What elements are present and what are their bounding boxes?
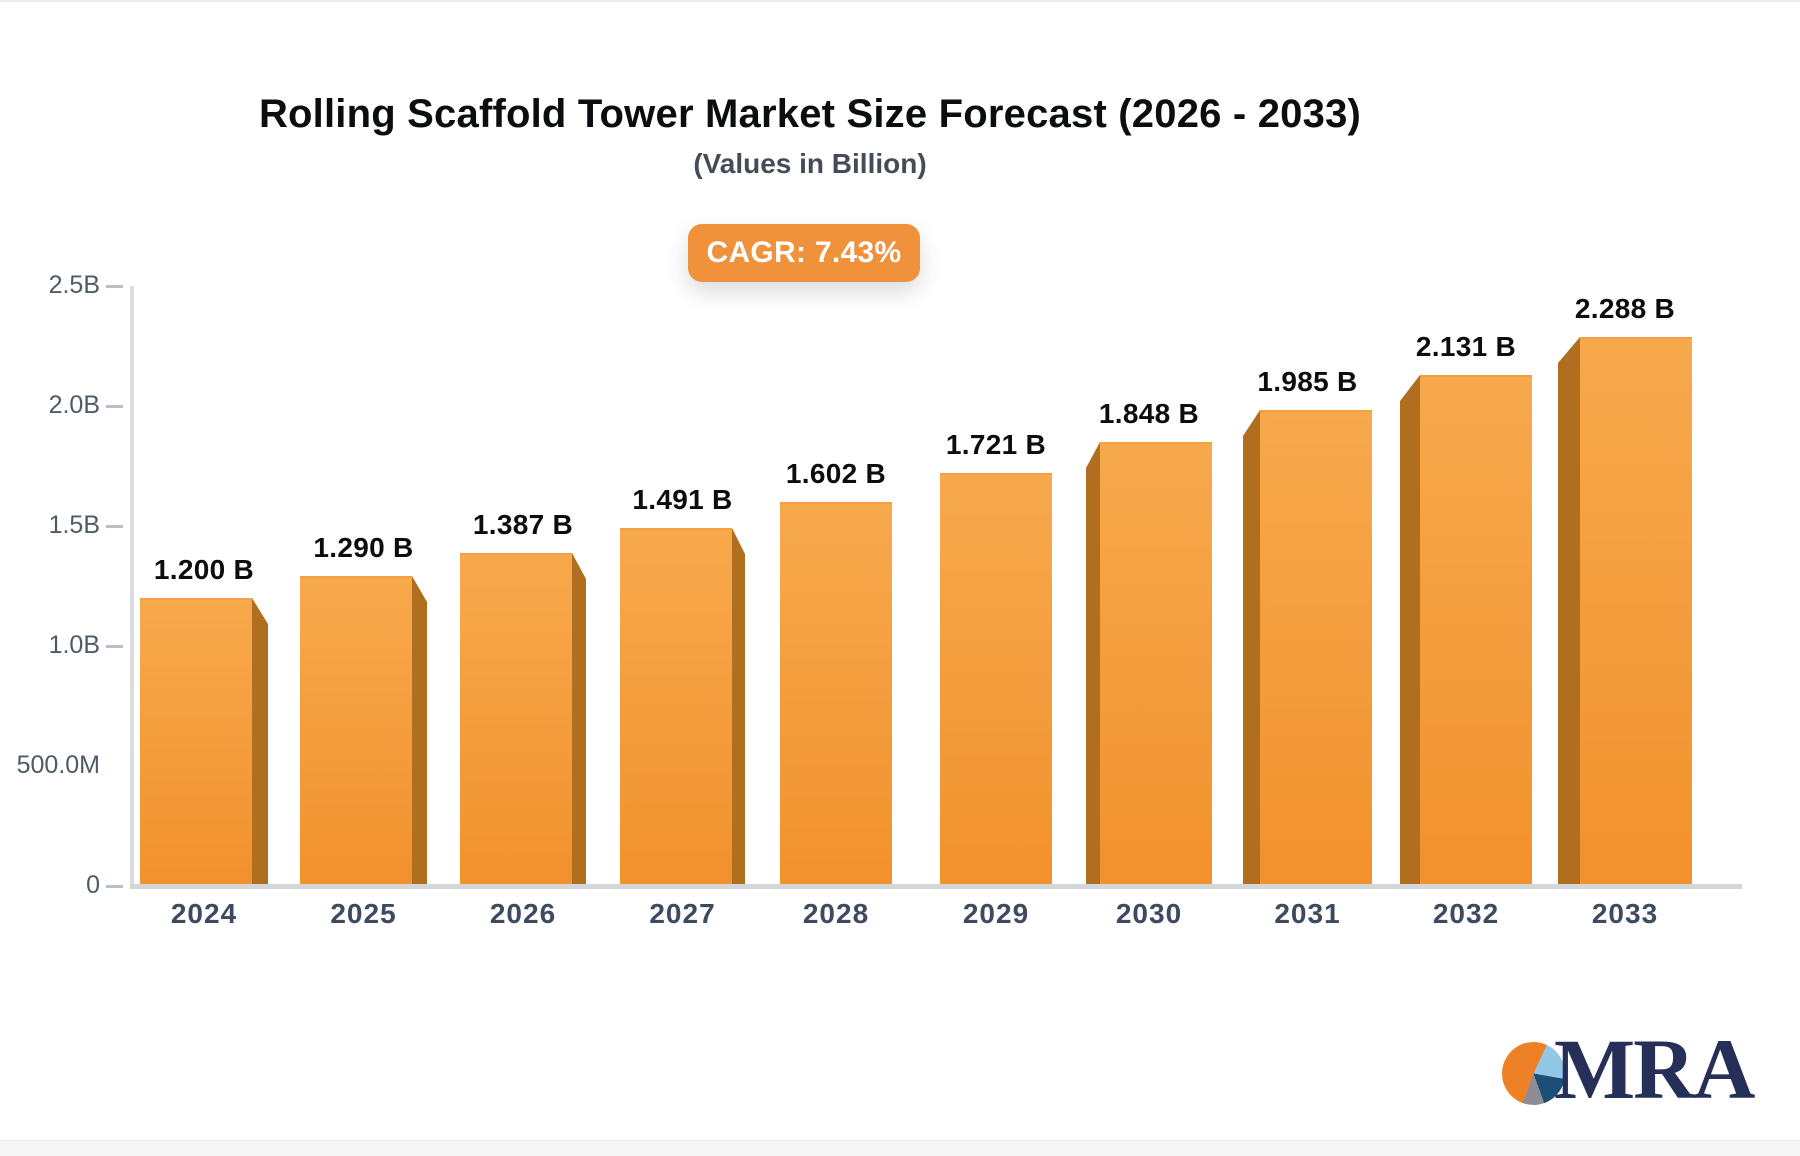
chart-title: Rolling Scaffold Tower Market Size Forec… <box>258 92 1362 136</box>
bar-face-2027 <box>620 528 732 886</box>
bar-face-2025 <box>300 576 412 886</box>
bar-value-label-2031: 1.985 B <box>1257 366 1358 397</box>
brand-logo: MRA <box>1502 1026 1792 1118</box>
y-axis-label-2.5B: 2.5B <box>48 271 100 299</box>
top-border <box>0 0 1800 2</box>
bar-value-label-2024: 1.200 B <box>153 554 255 585</box>
bar-side-2033 <box>1558 337 1580 886</box>
y-axis-tick <box>106 885 123 888</box>
bar-side-2027 <box>732 528 745 886</box>
bar-face-2033 <box>1580 337 1692 886</box>
x-axis-label-2030: 2030 <box>1115 898 1183 929</box>
bar-side-2024 <box>252 598 268 886</box>
bar-face-2028 <box>780 502 892 886</box>
bar-value-label-2027: 1.491 B <box>632 484 733 515</box>
y-axis-tick <box>106 645 123 648</box>
bar-2032 <box>1400 375 1532 886</box>
chart-subtitle: (Values in Billion) <box>693 148 927 179</box>
bar-2025 <box>300 576 427 886</box>
bar-value-label-2026: 1.387 B <box>472 509 574 540</box>
pie-chart-logo-icon <box>1502 1042 1565 1105</box>
bar-value-label-2033: 2.288 B <box>1574 293 1676 324</box>
bar-side-2026 <box>572 553 586 886</box>
bar-2027 <box>620 528 745 886</box>
x-axis-line <box>130 884 1742 889</box>
y-axis-label-2.0B: 2.0B <box>48 391 100 419</box>
x-axis-label-2027: 2027 <box>649 898 716 929</box>
x-axis-label-2024: 2024 <box>170 898 238 929</box>
bar-2030 <box>1086 442 1212 886</box>
y-axis-line <box>130 286 134 886</box>
cagr-badge-label: CAGR: 7.43% <box>706 236 902 269</box>
y-axis-tick <box>106 405 123 408</box>
bar-side-2032 <box>1400 375 1420 886</box>
x-axis-label-2032: 2032 <box>1432 898 1500 929</box>
bar-face-2026 <box>460 553 572 886</box>
bar-face-2032 <box>1420 375 1532 886</box>
x-axis-label-2033: 2033 <box>1591 898 1659 929</box>
bar-side-2025 <box>412 576 427 886</box>
y-axis-label-0: 0 <box>86 871 100 899</box>
bar-2026 <box>460 553 586 886</box>
bar-face-2031 <box>1260 410 1372 886</box>
bar-side-2031 <box>1243 410 1260 886</box>
bar-value-label-2032: 2.131 B <box>1415 331 1517 362</box>
y-axis-label-500.0M: 500.0M <box>16 751 100 779</box>
y-axis-tick <box>106 285 123 288</box>
bar-value-label-2030: 1.848 B <box>1098 398 1200 429</box>
bar-value-label-2028: 1.602 B <box>785 458 887 489</box>
bar-face-2024 <box>140 598 252 886</box>
x-axis-label-2028: 2028 <box>802 898 870 929</box>
bar-value-label-2025: 1.290 B <box>313 532 414 563</box>
bar-face-2030 <box>1100 442 1212 886</box>
bar-2028 <box>780 502 892 886</box>
brand-logo-text: MRA <box>1554 1021 1755 1117</box>
x-axis-label-2031: 2031 <box>1274 898 1341 929</box>
bar-2029 <box>940 473 1052 886</box>
y-axis-label-1.5B: 1.5B <box>48 511 100 539</box>
bar-2024 <box>140 598 268 886</box>
y-axis-tick <box>106 525 123 528</box>
bar-2033 <box>1558 337 1692 886</box>
x-axis-label-2025: 2025 <box>330 898 397 929</box>
bar-value-label-2029: 1.721 B <box>945 429 1047 460</box>
cagr-badge: CAGR: 7.43% <box>688 224 920 282</box>
x-axis-label-2026: 2026 <box>489 898 557 929</box>
bar-side-2030 <box>1086 442 1100 886</box>
y-axis-label-1.0B: 1.0B <box>48 631 100 659</box>
bottom-border <box>0 1140 1800 1156</box>
bar-2031 <box>1243 410 1372 886</box>
x-axis-label-2029: 2029 <box>962 898 1030 929</box>
bar-face-2029 <box>940 473 1052 886</box>
